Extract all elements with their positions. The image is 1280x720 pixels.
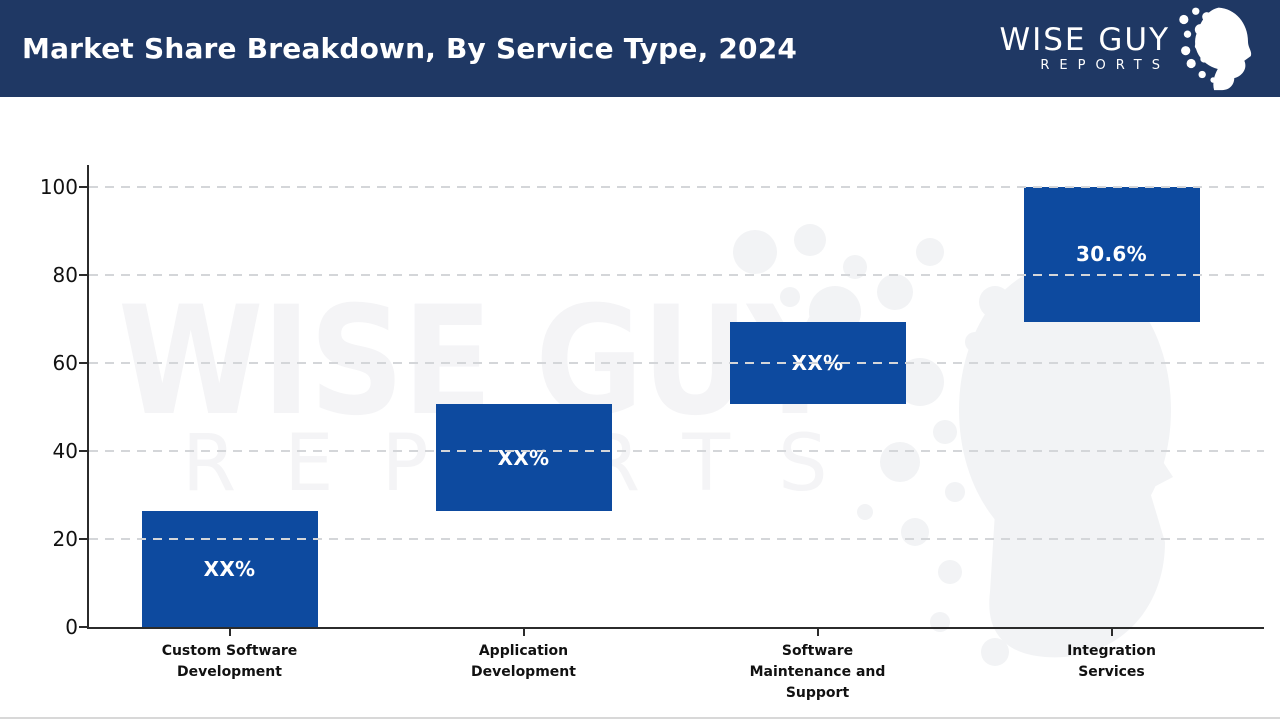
x-category-label: Application Development: [471, 643, 576, 680]
y-tick-mark: [79, 626, 87, 628]
y-tick-label: 100: [39, 175, 78, 199]
y-tick-label: 0: [65, 615, 78, 639]
x-tick-mark: [522, 627, 525, 636]
y-tick-mark: [79, 186, 87, 188]
x-category-label: Integration Services: [1067, 643, 1156, 680]
y-tick-mark: [79, 362, 87, 364]
gridline-100: [89, 186, 1264, 188]
page-title: Market Share Breakdown, By Service Type,…: [22, 32, 798, 65]
x-tick-mark: [1110, 627, 1113, 636]
logo-subtitle: REPORTS: [1040, 58, 1170, 73]
y-tick-label: 80: [52, 263, 78, 287]
gridline-60: [89, 362, 1264, 364]
logo-wordmark: WISE GUY: [999, 22, 1170, 58]
wise-guy-reports-logo: WISE GUY REPORTS: [999, 3, 1254, 95]
y-tick-label: 40: [52, 439, 78, 463]
y-tick-mark: [79, 274, 87, 276]
x-category-label: Custom Software Development: [161, 643, 298, 680]
x-tick-mark: [816, 627, 819, 636]
bar-value-label: 30.6%: [1076, 242, 1147, 267]
y-axis-line: [87, 165, 89, 629]
bottom-border-line: [0, 717, 1280, 719]
waterfall-bar: 30.6%: [1023, 187, 1200, 322]
gridline-80: [89, 274, 1264, 276]
header-bar: Market Share Breakdown, By Service Type,…: [0, 0, 1280, 97]
bar-value-label: XX%: [497, 445, 550, 470]
waterfall-bar: XX%: [141, 510, 318, 627]
waterfall-bar: XX%: [435, 404, 612, 511]
gridline-40: [89, 450, 1264, 452]
y-tick-mark: [79, 538, 87, 540]
x-axis-line: [87, 627, 1264, 629]
y-tick-mark: [79, 450, 87, 452]
logo-text: WISE GUY REPORTS: [999, 22, 1170, 73]
gridline-20: [89, 538, 1264, 540]
y-tick-label: 20: [52, 527, 78, 551]
x-tick-mark: [228, 627, 231, 636]
y-tick-label: 60: [52, 351, 78, 375]
x-category-label: Software Maintenance and Support: [749, 643, 886, 701]
bar-value-label: XX%: [203, 556, 256, 581]
dotted-head-logo-icon: [1176, 3, 1254, 95]
